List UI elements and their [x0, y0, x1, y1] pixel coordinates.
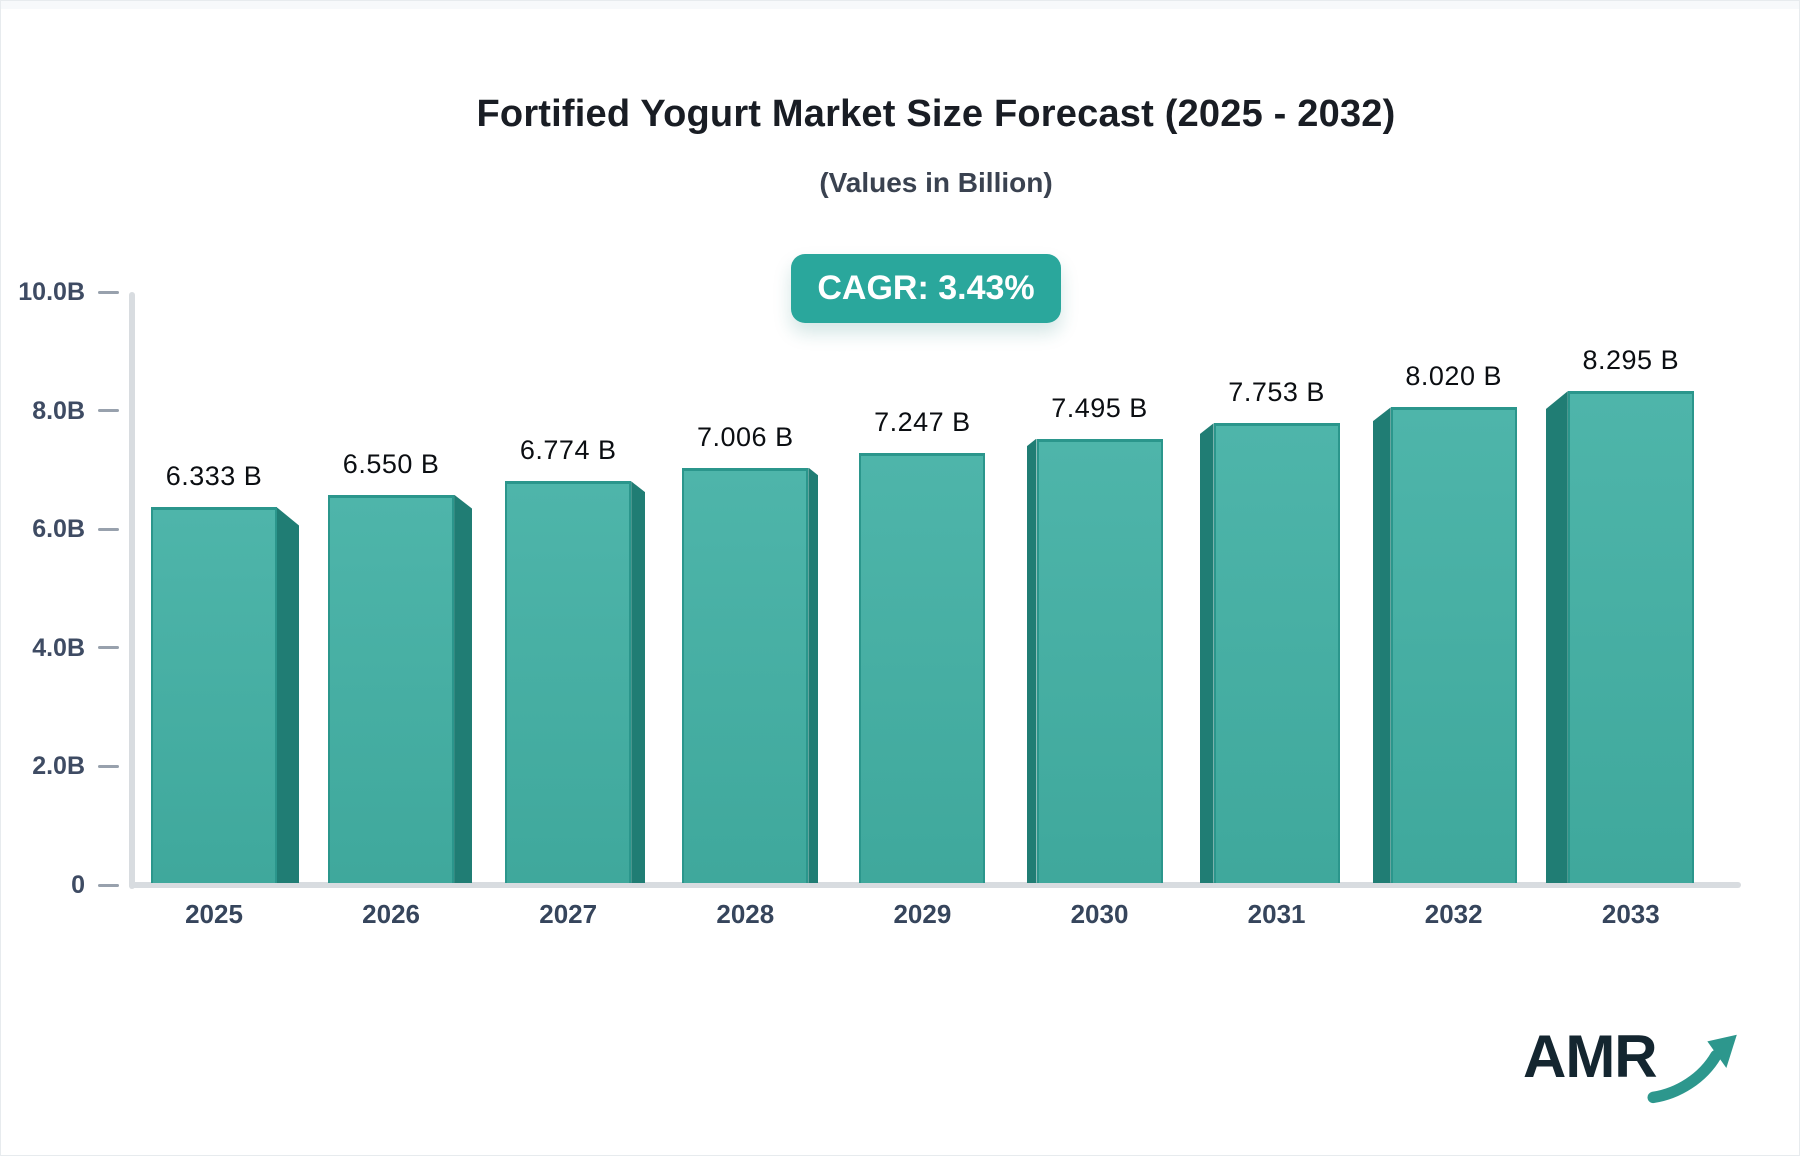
bar-side-face: [277, 507, 299, 883]
x-axis-label-2028: 2028: [716, 899, 775, 929]
page-title: Fortified Yogurt Market Size Forecast (2…: [476, 93, 1396, 135]
x-axis-label-2030: 2030: [1070, 899, 1129, 929]
y-axis-tick-mark: [98, 764, 119, 768]
y-axis-tick-label: 4.0B: [32, 633, 85, 662]
bar-value-label: 6.774 B: [519, 435, 617, 466]
bar-2028: [682, 467, 809, 883]
bar-side-face: [1545, 391, 1568, 883]
bar-value-label: 6.333 B: [165, 461, 263, 492]
bar-side-face: [808, 467, 819, 883]
x-axis-label-2032: 2032: [1424, 899, 1483, 929]
bar-2026: [328, 494, 455, 883]
bar-2033: [1567, 391, 1694, 883]
bar-side-face: [454, 494, 473, 883]
y-axis-tick-label: 8.0B: [32, 396, 85, 425]
x-axis-label-2027: 2027: [539, 899, 598, 929]
growth-arrow-icon: [1647, 1034, 1737, 1104]
y-axis-tick-mark: [98, 883, 119, 887]
bar-value-label: 7.495 B: [1051, 392, 1148, 423]
bar-value-label: 7.753 B: [1228, 377, 1325, 408]
bar-2025: [151, 507, 277, 883]
logo-text: AMR: [1523, 1023, 1658, 1090]
bar-2031: [1213, 423, 1340, 883]
page-top-band: [1, 1, 1799, 9]
y-axis-tick-mark: [98, 290, 119, 294]
bar-2030: [1036, 438, 1163, 883]
y-axis-tick-label: 0: [71, 871, 85, 899]
x-axis-line: [129, 882, 1741, 888]
bar-side-face: [1199, 423, 1214, 883]
chart-subtitle: (Values in Billion): [819, 167, 1053, 198]
x-axis-label-2026: 2026: [362, 899, 421, 929]
bar-value-label: 6.550 B: [342, 448, 440, 479]
bar-side-face: [631, 481, 646, 883]
bar-side-face: [1026, 438, 1037, 883]
y-axis-tick-mark: [98, 646, 119, 650]
bar-2027: [505, 481, 632, 883]
bar-value-label: 7.247 B: [874, 407, 971, 438]
x-axis-label-2031: 2031: [1247, 899, 1306, 929]
y-axis-tick-label: 6.0B: [32, 515, 85, 544]
y-axis-tick-mark: [98, 527, 119, 531]
bar-side-face: [1372, 407, 1391, 883]
bar-value-label: 8.295 B: [1582, 345, 1680, 376]
y-axis-line: [129, 292, 135, 889]
y-axis-tick-label: 10.0B: [18, 278, 85, 306]
x-axis-label-2025: 2025: [185, 899, 243, 929]
bar-value-label: 8.020 B: [1405, 361, 1502, 392]
bar-2029: [859, 453, 986, 883]
bar-2032: [1390, 407, 1517, 883]
x-axis-label-2033: 2033: [1601, 899, 1660, 929]
x-axis-label-2029: 2029: [893, 899, 952, 929]
amr-logo: AMR: [1523, 1027, 1743, 1105]
cagr-badge: CAGR: 3.43%: [791, 254, 1061, 323]
y-axis-tick-mark: [98, 409, 119, 413]
y-axis-tick-label: 2.0B: [32, 752, 85, 781]
bar-value-label: 7.006 B: [697, 421, 794, 452]
